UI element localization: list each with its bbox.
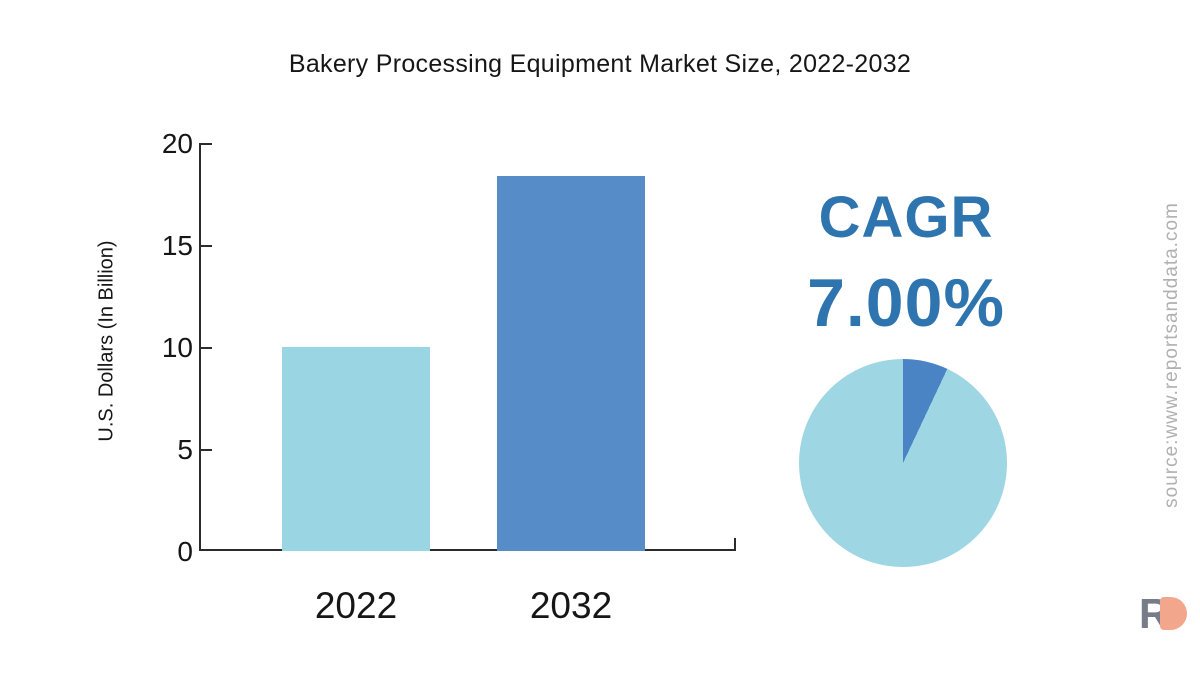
y-tick-label-0: 0 bbox=[177, 536, 193, 567]
cagr-label: CAGR bbox=[818, 185, 994, 250]
logo-d-shape bbox=[1160, 597, 1187, 630]
x-axis-line bbox=[199, 549, 736, 551]
chart-title: Bakery Processing Equipment Market Size,… bbox=[288, 50, 912, 78]
source-attribution: source:www.reportsanddata.com bbox=[1161, 202, 1182, 508]
y-axis-label: U.S. Dollars (In Billion) bbox=[95, 240, 118, 442]
y-axis-line bbox=[199, 143, 201, 551]
y-tick-label-5: 5 bbox=[177, 434, 193, 465]
y-tick-label-20: 20 bbox=[161, 128, 193, 159]
cagr-value: 7.00% bbox=[807, 265, 1005, 341]
x-axis-end-tick bbox=[734, 538, 736, 550]
y-axis-tick-5 bbox=[201, 449, 212, 451]
y-axis-tick-20 bbox=[201, 143, 212, 145]
bar-2022 bbox=[282, 347, 430, 551]
cagr-pie-chart bbox=[799, 359, 1007, 567]
y-tick-label-10: 10 bbox=[161, 332, 193, 363]
y-axis-tick-10 bbox=[201, 347, 212, 349]
bar-2032 bbox=[497, 175, 645, 551]
y-tick-label-15: 15 bbox=[161, 230, 193, 261]
y-axis-tick-15 bbox=[201, 245, 212, 247]
x-tick-label-2022: 2022 bbox=[314, 585, 398, 626]
x-tick-label-2032: 2032 bbox=[529, 585, 613, 626]
